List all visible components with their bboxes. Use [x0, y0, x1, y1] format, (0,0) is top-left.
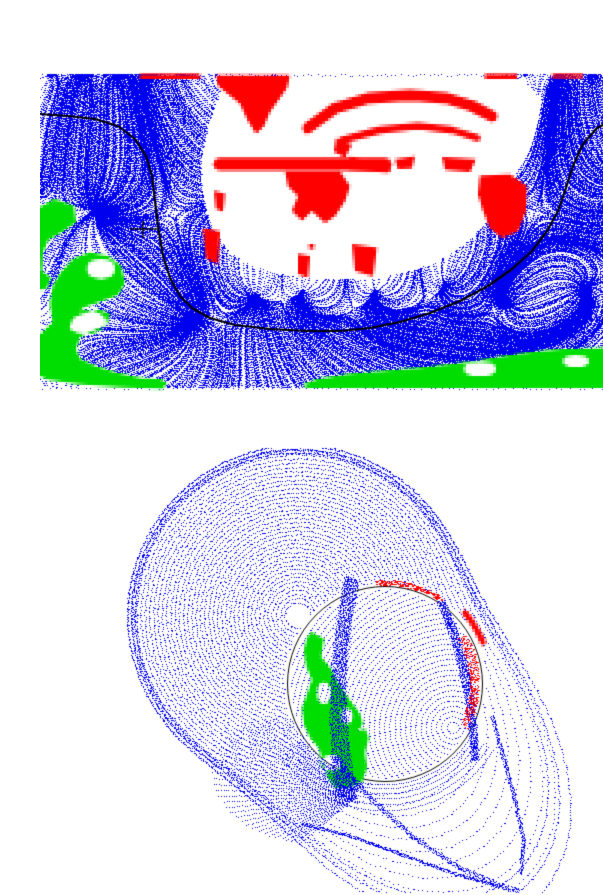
streamline-figure: [40, 16, 603, 895]
figure-canvas: [40, 16, 603, 895]
